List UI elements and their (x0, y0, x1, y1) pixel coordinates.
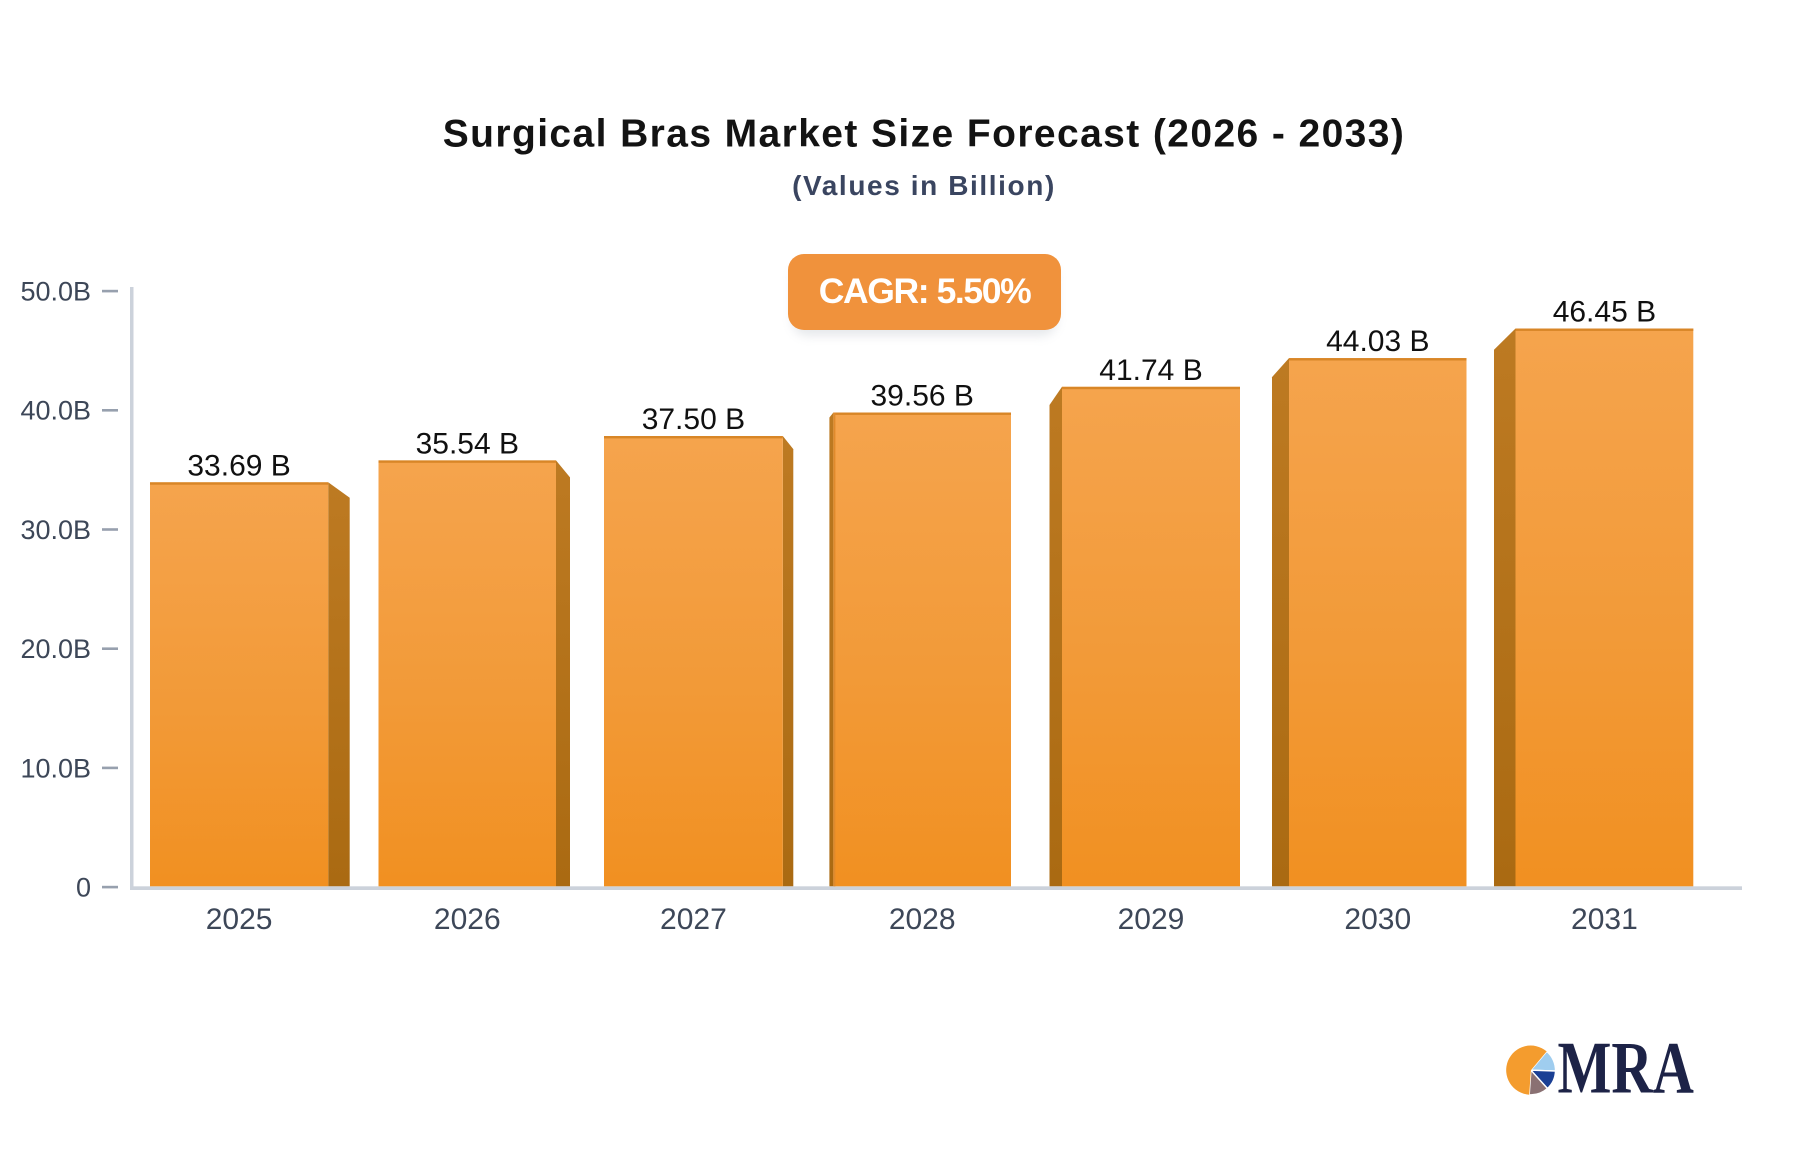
svg-text:Surgical Bras Market Size Fore: Surgical Bras Market Size Forecast (2026… (443, 113, 1405, 156)
svg-text:46.45 B: 46.45 B (1553, 296, 1656, 329)
svg-text:2030: 2030 (1344, 903, 1411, 936)
svg-text:2027: 2027 (660, 903, 727, 936)
svg-text:CAGR: 5.50%: CAGR: 5.50% (819, 271, 1031, 311)
svg-text:2029: 2029 (1118, 903, 1185, 936)
svg-text:41.74 B: 41.74 B (1099, 354, 1202, 387)
svg-text:50.0B: 50.0B (20, 277, 91, 307)
svg-text:0: 0 (76, 873, 91, 903)
svg-text:44.03 B: 44.03 B (1326, 325, 1429, 358)
svg-text:33.69 B: 33.69 B (187, 449, 290, 482)
svg-text:20.0B: 20.0B (20, 634, 91, 664)
svg-text:37.50 B: 37.50 B (642, 403, 745, 436)
svg-text:35.54 B: 35.54 B (416, 427, 519, 460)
svg-text:40.0B: 40.0B (20, 396, 91, 426)
svg-text:2031: 2031 (1571, 903, 1638, 936)
svg-text:2026: 2026 (434, 903, 501, 936)
svg-text:10.0B: 10.0B (20, 753, 91, 783)
svg-text:30.0B: 30.0B (20, 515, 91, 545)
svg-text:MRA: MRA (1558, 1028, 1695, 1110)
svg-text:2028: 2028 (889, 903, 956, 936)
svg-text:(Values in Billion): (Values in Billion) (792, 170, 1056, 201)
svg-text:39.56 B: 39.56 B (870, 380, 973, 413)
svg-text:2025: 2025 (206, 903, 273, 936)
